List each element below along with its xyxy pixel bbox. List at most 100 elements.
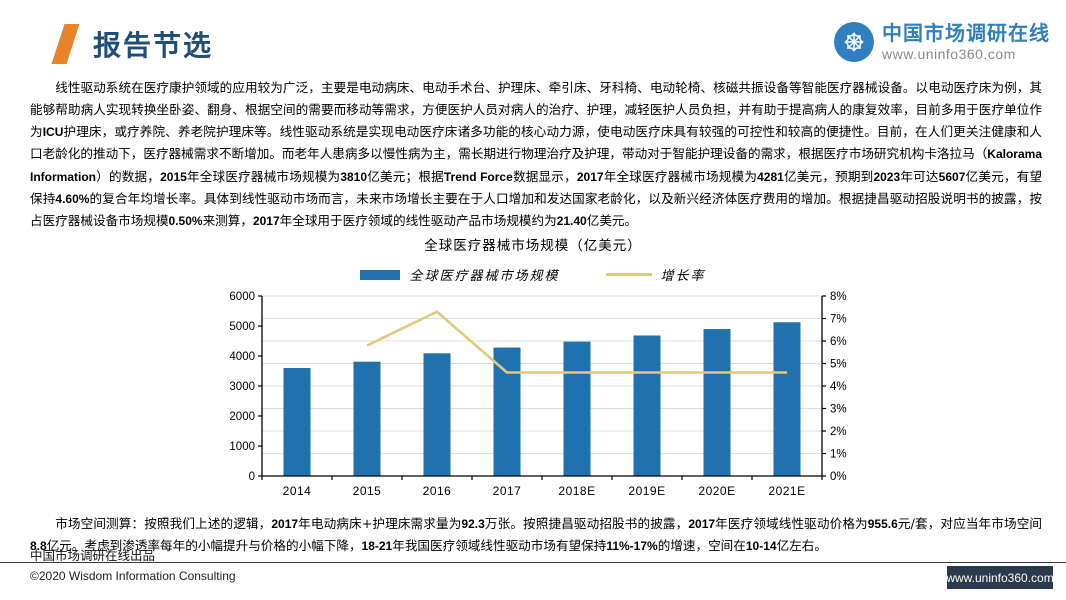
svg-text:4%: 4% — [830, 381, 847, 393]
svg-text:1000: 1000 — [229, 441, 255, 453]
text-segment: 2017 — [576, 169, 604, 184]
footer-site-link[interactable]: www.uninfo360.com — [946, 566, 1054, 589]
intro-paragraph: 线性驱动系统在医疗康护领域的应用较为广泛，主要是电动病床、电动手术台、护理床、牵… — [30, 77, 1042, 233]
svg-text:8%: 8% — [830, 291, 847, 303]
bar-2014 — [283, 368, 311, 476]
svg-text:1%: 1% — [830, 449, 847, 461]
x-label-2020E: 2020E — [698, 484, 735, 498]
x-label-2015: 2015 — [353, 484, 382, 498]
chart-block: 全球医疗器械市场规模（亿美元） 全球医疗器械市场规模 增长率 0 1000 2000… — [0, 234, 1066, 510]
text-segment: 护理床，或疗养院、养老院护理床等。线性驱动系统是实现电动医疗床诸多功能的核心动力… — [30, 124, 1043, 162]
text-segment: 元/套，对应当年市场空间 — [897, 515, 1043, 531]
text-segment: 亿美元，预期到 — [783, 168, 874, 184]
text-segment: 3810 — [340, 169, 368, 184]
text-segment: 4.60% — [55, 192, 90, 207]
text-segment: 年全球用于医疗领域的线性驱动产品市场规模约为 — [279, 213, 557, 229]
x-label-2018E: 2018E — [558, 484, 595, 498]
brand-name: 中国市场调研在线 — [882, 23, 1050, 45]
text-segment: 11%-17% — [606, 538, 658, 553]
svg-text:5000: 5000 — [229, 321, 255, 333]
text-segment: 亿美元。 — [586, 213, 638, 229]
text-segment: 亿元。考虑到渗透率每年的小幅提升与价格的小幅下降， — [46, 537, 362, 553]
growth-rate-line — [366, 310, 787, 374]
page-title: 报告节选 — [93, 30, 214, 61]
text-segment: 市场空间测算：按照我们上述的逻辑， — [55, 515, 272, 531]
chart-title: 全球医疗器械市场规模（亿美元） — [424, 238, 642, 254]
svg-text:2000: 2000 — [229, 411, 255, 423]
text-segment: 21.40 — [556, 214, 587, 229]
x-label-2021E: 2021E — [768, 484, 805, 498]
bar-2019E — [633, 335, 661, 476]
text-segment: 年可达 — [900, 168, 939, 184]
text-segment: 2017 — [252, 214, 280, 229]
svg-text:6%: 6% — [830, 336, 847, 348]
svg-text:7%: 7% — [830, 314, 847, 326]
brand-logo: 中国市场调研在线 www.uninfo360.com — [834, 22, 1050, 63]
svg-text:6000: 6000 — [229, 291, 255, 303]
text-segment: 10-14 — [745, 538, 777, 553]
svg-text:0%: 0% — [830, 471, 847, 483]
text-segment: 年全球医疗器械市场规模为 — [603, 168, 758, 184]
legend-line-label: 增长率 — [660, 269, 706, 284]
bar-2016 — [423, 353, 451, 476]
text-segment: 5607 — [938, 169, 966, 184]
slash-icon — [51, 24, 80, 64]
text-segment: 年医疗领域线性驱动价格为 — [715, 515, 868, 531]
bar-2018E — [563, 341, 591, 476]
svg-text:4000: 4000 — [229, 351, 255, 363]
text-segment: 亿美元；根据 — [367, 168, 444, 184]
footer-produced-by: 中国市场调研在线出品 — [30, 549, 156, 563]
legend-item-line: 增长率 — [605, 265, 706, 284]
x-label-2019E: 2019E — [628, 484, 665, 498]
chart-legend: 全球医疗器械市场规模 增长率 — [0, 265, 1066, 284]
text-segment: 来测算， — [202, 213, 253, 229]
bar-2015 — [353, 361, 381, 476]
text-segment: 2017 — [271, 516, 299, 531]
svg-text:3%: 3% — [830, 404, 847, 416]
legend-bar-label: 全球医疗器械市场规模 — [409, 269, 560, 284]
svg-text:3000: 3000 — [229, 381, 255, 393]
text-segment: 2015 — [160, 169, 187, 184]
text-segment: 年电动病床+护理床需求量为 — [298, 515, 462, 531]
svg-text:2%: 2% — [830, 426, 847, 438]
text-segment: 4281 — [757, 169, 784, 184]
text-segment: 92.3 — [461, 516, 485, 531]
bar-2020E — [703, 329, 731, 476]
x-label-2016: 2016 — [423, 484, 452, 498]
text-segment: 955.6 — [867, 516, 898, 531]
snowflake-logo-icon — [834, 22, 874, 62]
text-segment: Kalorama Information — [30, 147, 1042, 184]
legend-line-swatch — [605, 273, 652, 276]
text-segment: 18-21 — [361, 538, 393, 553]
text-segment: 2023 — [873, 169, 901, 184]
x-label-2017: 2017 — [493, 484, 522, 498]
brand-url[interactable]: www.uninfo360.com — [882, 46, 1016, 62]
bar-2017 — [493, 347, 521, 476]
legend-bar-swatch — [360, 269, 401, 280]
text-segment: 的增速，空间在 — [657, 537, 746, 553]
text-segment: 亿左右。 — [776, 537, 827, 553]
svg-text:5%: 5% — [830, 359, 847, 371]
text-segment: 0.50% — [168, 214, 203, 229]
footer-copyright: ©2020 Wisdom Information Consulting — [30, 569, 236, 583]
legend-item-bar: 全球医疗器械市场规模 — [360, 265, 559, 284]
text-segment: 年全球医疗器械市场规模为 — [186, 168, 341, 184]
x-label-2014: 2014 — [283, 484, 312, 498]
text-segment: ICU — [42, 125, 64, 140]
text-segment: 的复合年均增长率。具体到线性驱动市场而言，未来市场增长主要在于人口增加和发达国家… — [30, 191, 1043, 229]
text-segment: 8.8 — [30, 538, 47, 553]
text-segment: 数据显示， — [512, 168, 577, 184]
text-segment: 线性驱动系统在医疗康护领域的应用较为广泛，主要是电动病床、电动手术台、护理床、牵… — [30, 79, 1042, 140]
text-segment: 万张。按照捷昌驱动招股书的披露， — [484, 515, 689, 531]
text-segment: ）的数据， — [96, 168, 161, 184]
footer-divider — [0, 562, 1066, 563]
bar-2021E — [773, 322, 801, 476]
text-segment: 年我国医疗领域线性驱动市场有望保持 — [392, 537, 607, 553]
text-segment: 亿美元，有望保持 — [30, 168, 1043, 207]
text-segment: Trend Force — [443, 169, 513, 184]
text-segment: 2017 — [688, 516, 716, 531]
svg-text:0: 0 — [249, 471, 255, 483]
chart-canvas: 0 1000 2000 3000 4000 5000 6000 0% 1% 2% 3% 4% 5% 6% 7… — [229, 291, 847, 498]
page-header: 报告节选 — [51, 24, 214, 64]
